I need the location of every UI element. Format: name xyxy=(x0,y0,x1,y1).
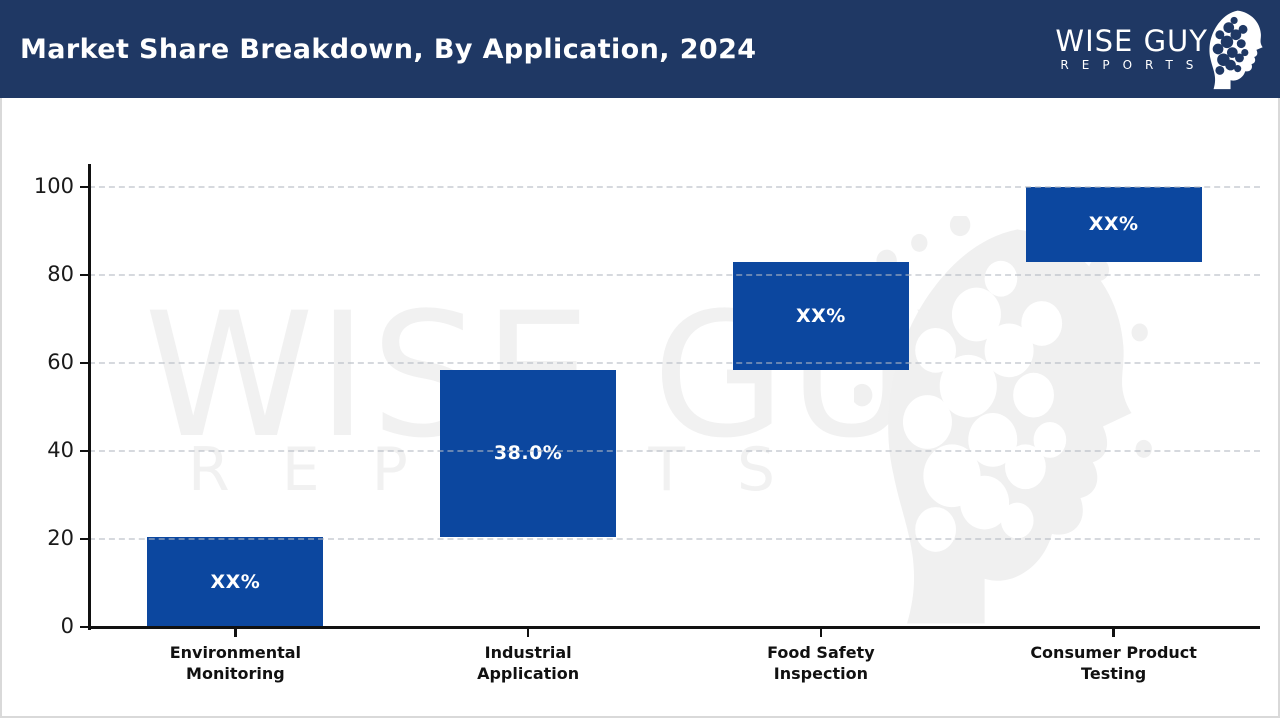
y-tick-mark xyxy=(80,625,89,629)
y-tick-mark xyxy=(80,537,89,541)
bar-segment: XX% xyxy=(147,536,324,627)
logo-name: WISE GUY xyxy=(1055,23,1208,58)
x-tick-mark xyxy=(1112,629,1115,637)
bar-value-label: XX% xyxy=(1088,213,1139,236)
x-tick-label: Environmental Monitoring xyxy=(169,643,302,684)
y-tick-mark xyxy=(80,449,89,453)
gridline xyxy=(89,274,1260,276)
bar-value-label: XX% xyxy=(795,304,846,327)
x-tick-label: Food Safety Inspection xyxy=(767,643,875,684)
x-tick-label: Industrial Application xyxy=(477,643,580,684)
y-tick-label: 100 xyxy=(33,174,74,198)
gridline xyxy=(89,538,1260,540)
bar-segment: XX% xyxy=(732,261,909,370)
y-tick-label: 20 xyxy=(47,526,74,550)
y-tick-label: 0 xyxy=(60,614,74,638)
y-tick-mark xyxy=(80,185,89,189)
y-tick-label: 80 xyxy=(47,262,74,286)
y-tick-mark xyxy=(80,361,89,365)
x-tick-mark xyxy=(234,629,237,637)
bar-segment: 38.0% xyxy=(440,369,617,537)
chart-title: Market Share Breakdown, By Application, … xyxy=(20,33,757,65)
wiseguy-logo: WISE GUY REPORTS xyxy=(1055,7,1268,91)
bar-value-label: 38.0% xyxy=(493,442,563,465)
bar-segment: XX% xyxy=(1025,187,1202,262)
wiseguy-head-icon xyxy=(1209,10,1263,90)
gridline xyxy=(89,186,1260,188)
chart-canvas: WISE GUY REPORTS XX%Environmental Monito… xyxy=(0,98,1280,718)
bar-value-label: XX% xyxy=(210,570,261,593)
y-tick-mark xyxy=(80,273,89,277)
header-bar: Market Share Breakdown, By Application, … xyxy=(0,0,1280,98)
y-tick-label: 40 xyxy=(47,438,74,462)
logo-wordmark: WISE GUY REPORTS xyxy=(1055,23,1208,73)
gridline xyxy=(89,450,1260,452)
x-tick-label: Consumer Product Testing xyxy=(1030,643,1197,684)
gridline xyxy=(89,362,1260,364)
logo-subtext: REPORTS xyxy=(1060,58,1207,73)
x-axis-spine xyxy=(88,626,1260,629)
y-axis-spine xyxy=(88,164,91,630)
x-tick-mark xyxy=(819,629,823,637)
y-tick-label: 60 xyxy=(47,350,74,374)
plot-area: XX% Environmental Monitoring 38.0% Industri… xyxy=(2,98,1278,716)
x-tick-mark xyxy=(526,629,530,637)
